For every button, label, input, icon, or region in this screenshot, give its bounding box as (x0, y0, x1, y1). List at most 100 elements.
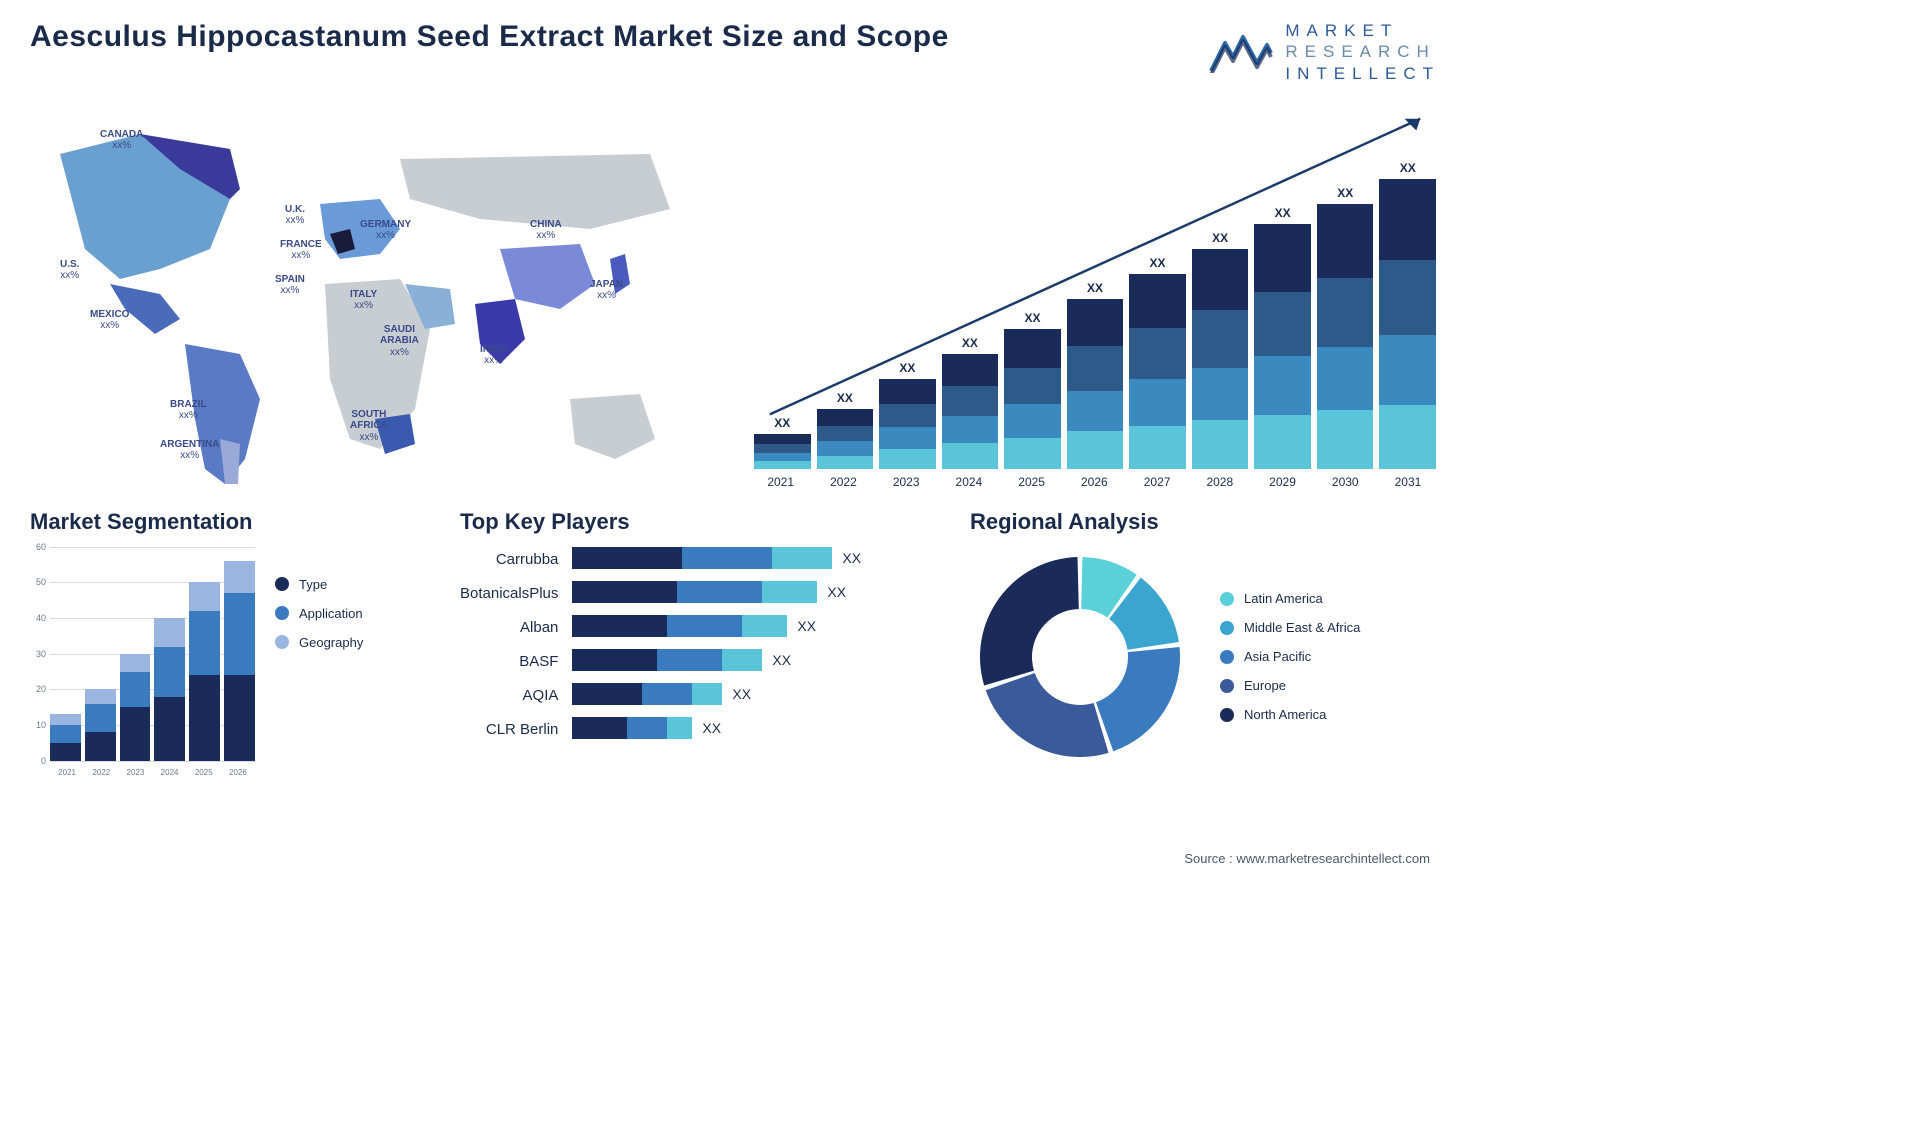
legend-swatch (1220, 679, 1234, 693)
segmentation-title: Market Segmentation (30, 509, 430, 535)
regional-donut (970, 547, 1190, 767)
logo-icon (1209, 31, 1273, 73)
map-label: CHINAxx% (530, 219, 562, 242)
growth-bar: XX (1004, 311, 1061, 469)
growth-year-label: 2024 (956, 475, 983, 489)
map-label: ARGENTINAxx% (160, 439, 219, 462)
bottom-row: Market Segmentation 01020304050602021202… (30, 509, 1440, 777)
legend-item: Asia Pacific (1220, 649, 1360, 664)
donut-segment (1096, 647, 1180, 751)
map-label: BRAZILxx% (170, 399, 207, 422)
legend-label: North America (1244, 707, 1326, 722)
y-tick: 0 (30, 756, 46, 766)
legend-swatch (275, 606, 289, 620)
regional-body: Latin America Middle East & Africa Asia Pa… (970, 547, 1440, 767)
player-bar-row: XX (572, 683, 861, 705)
legend-label: Latin America (1244, 591, 1323, 606)
player-value: XX (702, 720, 721, 736)
legend-swatch (275, 577, 289, 591)
player-bar-row: XX (572, 581, 861, 603)
growth-bar-value: XX (774, 416, 790, 430)
growth-chart: XXXXXXXXXXXXXXXXXXXXXX 20212022202320242… (750, 99, 1440, 489)
growth-bar-value: XX (1337, 186, 1353, 200)
y-tick: 40 (30, 613, 46, 623)
player-bar-row: XX (572, 547, 861, 569)
players-title: Top Key Players (460, 509, 940, 535)
seg-bar (189, 582, 220, 760)
y-tick: 60 (30, 542, 46, 552)
player-value: XX (842, 550, 861, 566)
growth-bar: XX (879, 361, 936, 469)
y-tick: 50 (30, 577, 46, 587)
map-label: SOUTHAFRICAxx% (350, 409, 388, 444)
growth-bar-value: XX (1212, 231, 1228, 245)
growth-year-label: 2026 (1081, 475, 1108, 489)
growth-year-label: 2030 (1332, 475, 1359, 489)
player-value: XX (797, 618, 816, 634)
player-value: XX (827, 584, 846, 600)
growth-bar: XX (817, 391, 874, 469)
growth-year-label: 2025 (1018, 475, 1045, 489)
legend-swatch (1220, 650, 1234, 664)
legend-swatch (1220, 592, 1234, 606)
growth-year-label: 2028 (1206, 475, 1233, 489)
growth-year-label: 2023 (893, 475, 920, 489)
growth-bar: XX (1317, 186, 1374, 469)
map-label: SPAINxx% (275, 274, 305, 297)
x-tick: 2024 (161, 768, 179, 777)
growth-bar: XX (942, 336, 999, 469)
player-value: XX (772, 652, 791, 668)
logo-line2: RESEARCH (1285, 41, 1440, 62)
player-name: Carrubba (496, 549, 559, 571)
donut-segment (980, 557, 1079, 685)
segmentation-chart: 0102030405060202120222023202420252026 Ty… (30, 547, 430, 777)
y-tick: 20 (30, 684, 46, 694)
map-label: JAPANxx% (590, 279, 623, 302)
growth-year-label: 2021 (767, 475, 794, 489)
seg-bar (50, 714, 81, 760)
player-bar-row: XX (572, 717, 861, 739)
map-label: SAUDIARABIAxx% (380, 324, 419, 359)
map-label: FRANCExx% (280, 239, 322, 262)
header: Aesculus Hippocastanum Seed Extract Mark… (30, 20, 1440, 84)
legend-label: Middle East & Africa (1244, 620, 1360, 635)
growth-bar: XX (1192, 231, 1249, 469)
growth-year-label: 2022 (830, 475, 857, 489)
player-value: XX (732, 686, 751, 702)
legend-swatch (1220, 621, 1234, 635)
map-region-russia (400, 154, 670, 229)
map-region-australia (570, 394, 655, 459)
growth-bar: XX (1379, 161, 1436, 469)
seg-bar (120, 654, 151, 761)
legend-item: Europe (1220, 678, 1360, 693)
map-label: INDIAxx% (480, 344, 507, 367)
gridline (50, 761, 255, 762)
map-label: U.K.xx% (285, 204, 305, 227)
legend-item: Geography (275, 635, 363, 650)
legend-item: Application (275, 606, 363, 621)
growth-bar: XX (754, 416, 811, 469)
map-label: ITALYxx% (350, 289, 377, 312)
regional-legend: Latin America Middle East & Africa Asia Pa… (1220, 591, 1360, 722)
x-tick: 2023 (127, 768, 145, 777)
map-label: GERMANYxx% (360, 219, 411, 242)
growth-year-label: 2031 (1395, 475, 1422, 489)
player-name: BotanicalsPlus (460, 583, 558, 605)
logo-line3: INTELLECT (1285, 63, 1440, 84)
player-bar-row: XX (572, 649, 861, 671)
map-label: U.S.xx% (60, 259, 79, 282)
y-tick: 10 (30, 720, 46, 730)
regional-panel: Regional Analysis Latin AmericaMiddle Ea… (970, 509, 1440, 777)
player-name: CLR Berlin (486, 719, 559, 741)
legend-label: Geography (299, 635, 363, 650)
segmentation-bars: 0102030405060202120222023202420252026 (30, 547, 255, 777)
growth-bar: XX (1129, 256, 1186, 469)
segmentation-panel: Market Segmentation 01020304050602021202… (30, 509, 430, 777)
growth-bar-value: XX (1150, 256, 1166, 270)
growth-bar-value: XX (899, 361, 915, 375)
growth-bar-value: XX (1275, 206, 1291, 220)
y-tick: 30 (30, 649, 46, 659)
world-map-panel: CANADAxx%U.S.xx%MEXICOxx%BRAZILxx%ARGENT… (30, 99, 710, 489)
legend-swatch (275, 635, 289, 649)
growth-bar: XX (1067, 281, 1124, 469)
